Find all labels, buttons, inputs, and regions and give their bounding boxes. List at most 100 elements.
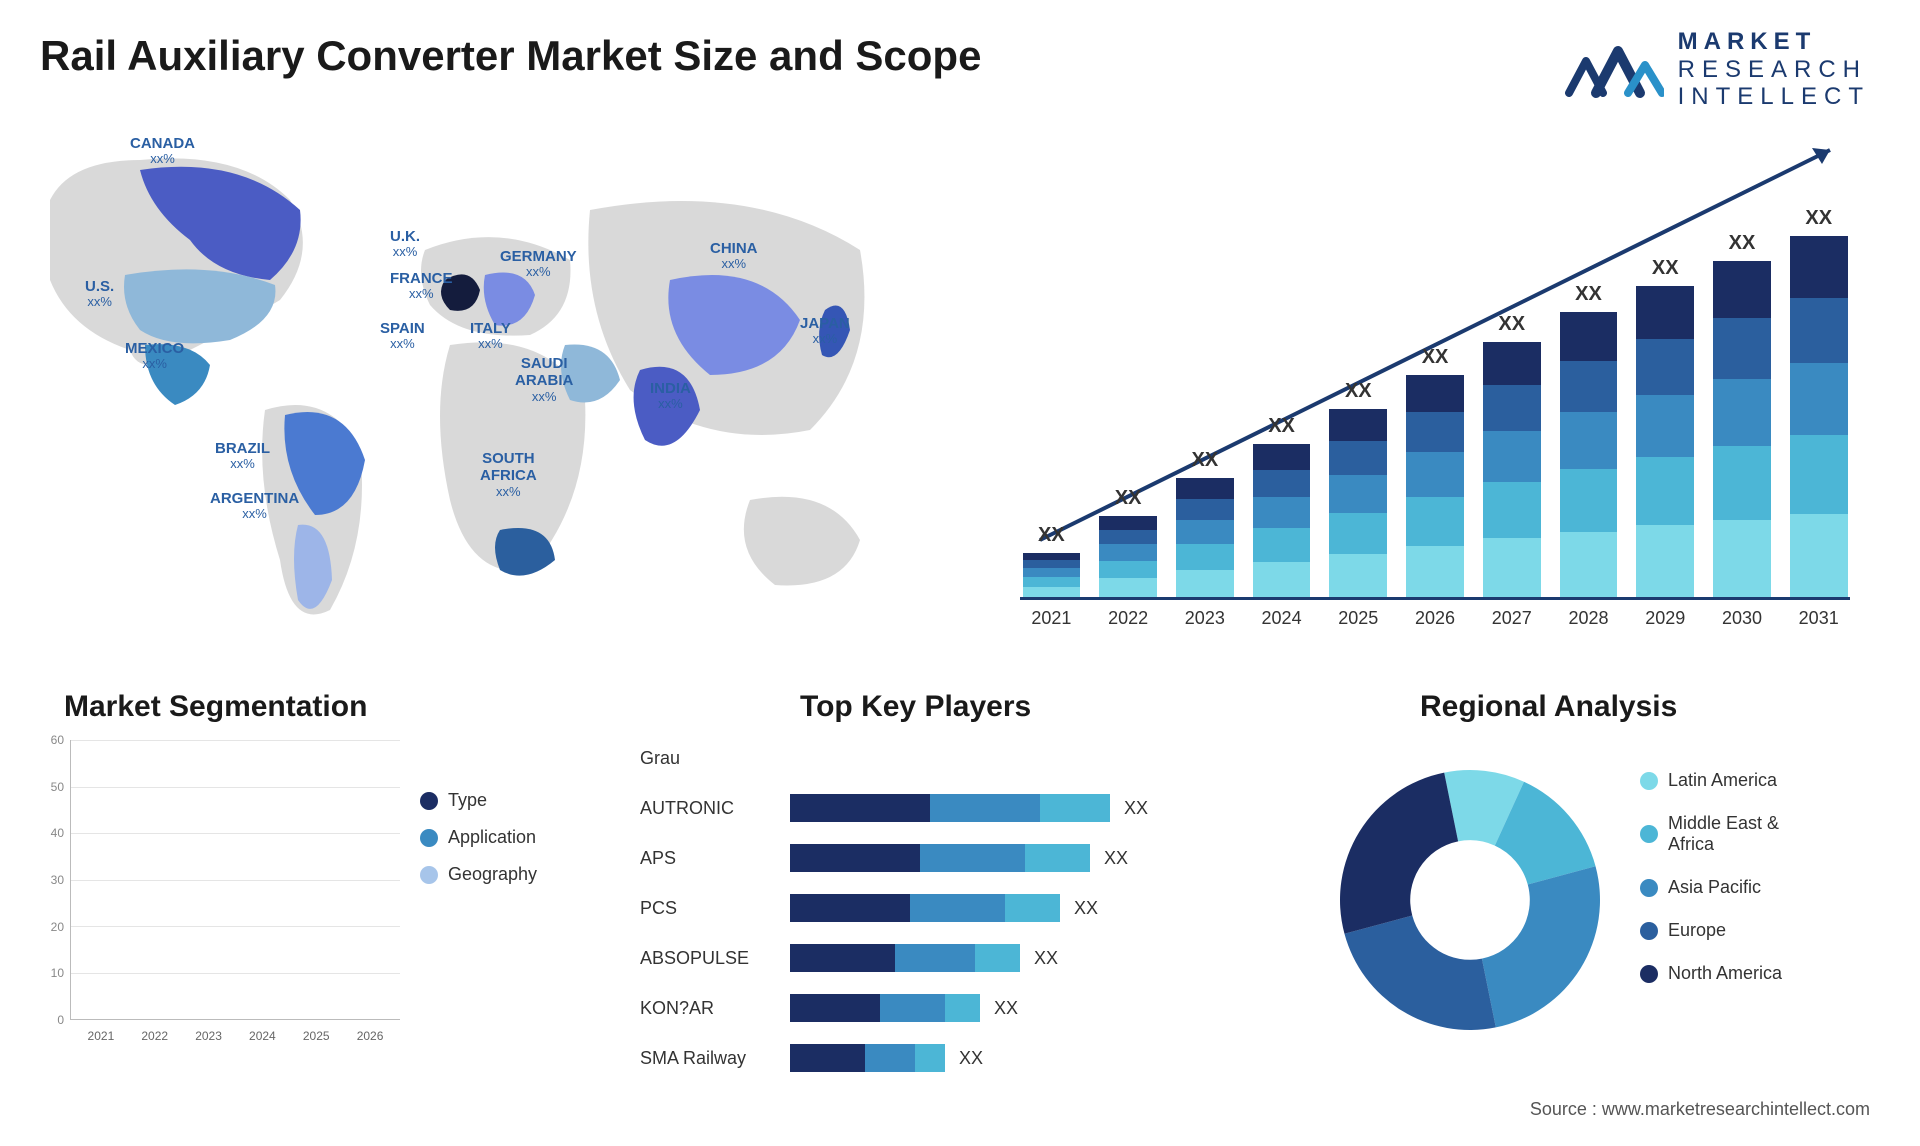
seg-year: 2022 [141, 1029, 168, 1043]
gridline [71, 926, 400, 927]
legend-item: Middle East &Africa [1640, 813, 1782, 855]
player-name: SMA Railway [640, 1048, 790, 1069]
player-bar [790, 894, 1060, 922]
main-bar: XX2022 [1097, 487, 1160, 597]
player-name: KON?AR [640, 998, 790, 1019]
seg-year: 2024 [249, 1029, 276, 1043]
bar-value: XX [1268, 415, 1295, 438]
legend-label: Latin America [1668, 770, 1777, 791]
bar-year: 2030 [1722, 608, 1762, 629]
y-tick: 50 [51, 780, 64, 794]
map-label: BRAZILxx% [215, 440, 270, 472]
gridline [71, 787, 400, 788]
player-name: AUTRONIC [640, 798, 790, 819]
legend-item: Geography [420, 864, 537, 885]
segmentation-legend: Type Application Geography [420, 790, 537, 901]
main-bar: XX2030 [1711, 232, 1774, 597]
map-label: JAPANxx% [800, 315, 850, 347]
legend-item: Type [420, 790, 537, 811]
legend-label: Asia Pacific [1668, 877, 1761, 898]
bar-value: XX [1652, 257, 1679, 280]
legend-swatch [1640, 965, 1658, 983]
player-bar [790, 844, 1090, 872]
bar-year: 2028 [1568, 608, 1608, 629]
legend-item: North America [1640, 963, 1782, 984]
y-tick: 10 [51, 966, 64, 980]
bar-value: XX [1805, 207, 1832, 230]
player-name: APS [640, 848, 790, 869]
legend-label: Application [448, 827, 536, 848]
gridline [71, 740, 400, 741]
gridline [71, 973, 400, 974]
main-bar: XX2027 [1480, 313, 1543, 597]
map-label: CHINAxx% [710, 240, 758, 272]
main-bar-chart: XX2021XX2022XX2023XX2024XX2025XX2026XX20… [980, 140, 1860, 640]
map-label: SOUTHAFRICAxx% [480, 450, 537, 499]
legend-label: North America [1668, 963, 1782, 984]
world-map: CANADAxx%U.S.xx%MEXICOxx%BRAZILxx%ARGENT… [30, 130, 900, 660]
map-label: U.K.xx% [390, 228, 420, 260]
main-bar: XX2023 [1173, 449, 1236, 597]
bar-value: XX [1575, 283, 1602, 306]
bar-value: XX [1038, 524, 1065, 547]
map-label: ARGENTINAxx% [210, 490, 299, 522]
seg-year: 2026 [357, 1029, 384, 1043]
bar-year: 2021 [1031, 608, 1071, 629]
player-row: ABSOPULSEXX [640, 940, 1280, 976]
player-value: XX [994, 998, 1018, 1019]
player-row: AUTRONICXX [640, 790, 1280, 826]
player-row: PCSXX [640, 890, 1280, 926]
bar-value: XX [1191, 449, 1218, 472]
legend-label: Middle East &Africa [1668, 813, 1779, 855]
page-title: Rail Auxiliary Converter Market Size and… [40, 32, 981, 80]
bar-year: 2023 [1185, 608, 1225, 629]
main-bar: XX2028 [1557, 283, 1620, 597]
main-bar: XX2031 [1787, 207, 1850, 597]
main-bar: XX2029 [1634, 257, 1697, 597]
donut-svg [1320, 750, 1620, 1050]
legend-swatch [1640, 825, 1658, 843]
y-tick: 60 [51, 733, 64, 747]
bar-value: XX [1422, 346, 1449, 369]
legend-label: Geography [448, 864, 537, 885]
legend-label: Europe [1668, 920, 1726, 941]
player-row: APS XX [640, 840, 1280, 876]
player-bar [790, 794, 1110, 822]
map-label: FRANCExx% [390, 270, 453, 302]
legend-item: Europe [1640, 920, 1782, 941]
main-bar: XX2025 [1327, 380, 1390, 597]
logo-icon [1564, 37, 1664, 101]
player-bar [790, 1044, 945, 1072]
map-label: ITALYxx% [470, 320, 511, 352]
player-value: XX [959, 1048, 983, 1069]
player-value: XX [1074, 898, 1098, 919]
segmentation-title: Market Segmentation [64, 690, 367, 724]
bar-year: 2025 [1338, 608, 1378, 629]
legend-swatch [1640, 922, 1658, 940]
player-value: XX [1104, 848, 1128, 869]
main-bar: XX2024 [1250, 415, 1313, 597]
seg-year: 2025 [303, 1029, 330, 1043]
players-title: Top Key Players [800, 690, 1031, 724]
map-label: SPAINxx% [380, 320, 425, 352]
regional-legend: Latin America Middle East &Africa Asia Pac… [1640, 770, 1782, 1006]
world-map-svg [30, 130, 900, 660]
main-bar: XX2026 [1404, 346, 1467, 597]
regional-title: Regional Analysis [1420, 690, 1677, 724]
player-bar [790, 994, 980, 1022]
legend-label: Type [448, 790, 487, 811]
source-text: Source : www.marketresearchintellect.com [1530, 1099, 1870, 1120]
player-row: SMA Railway XX [640, 1040, 1280, 1076]
map-label: U.S.xx% [85, 278, 114, 310]
gridline [71, 880, 400, 881]
y-tick: 30 [51, 873, 64, 887]
map-label: MEXICOxx% [125, 340, 184, 372]
player-name: Grau [640, 748, 790, 769]
gridline [71, 833, 400, 834]
legend-item: Asia Pacific [1640, 877, 1782, 898]
y-tick: 40 [51, 826, 64, 840]
legend-item: Application [420, 827, 537, 848]
y-tick: 20 [51, 920, 64, 934]
brand-logo: MARKET RESEARCH INTELLECT [1564, 28, 1870, 111]
bar-year: 2026 [1415, 608, 1455, 629]
